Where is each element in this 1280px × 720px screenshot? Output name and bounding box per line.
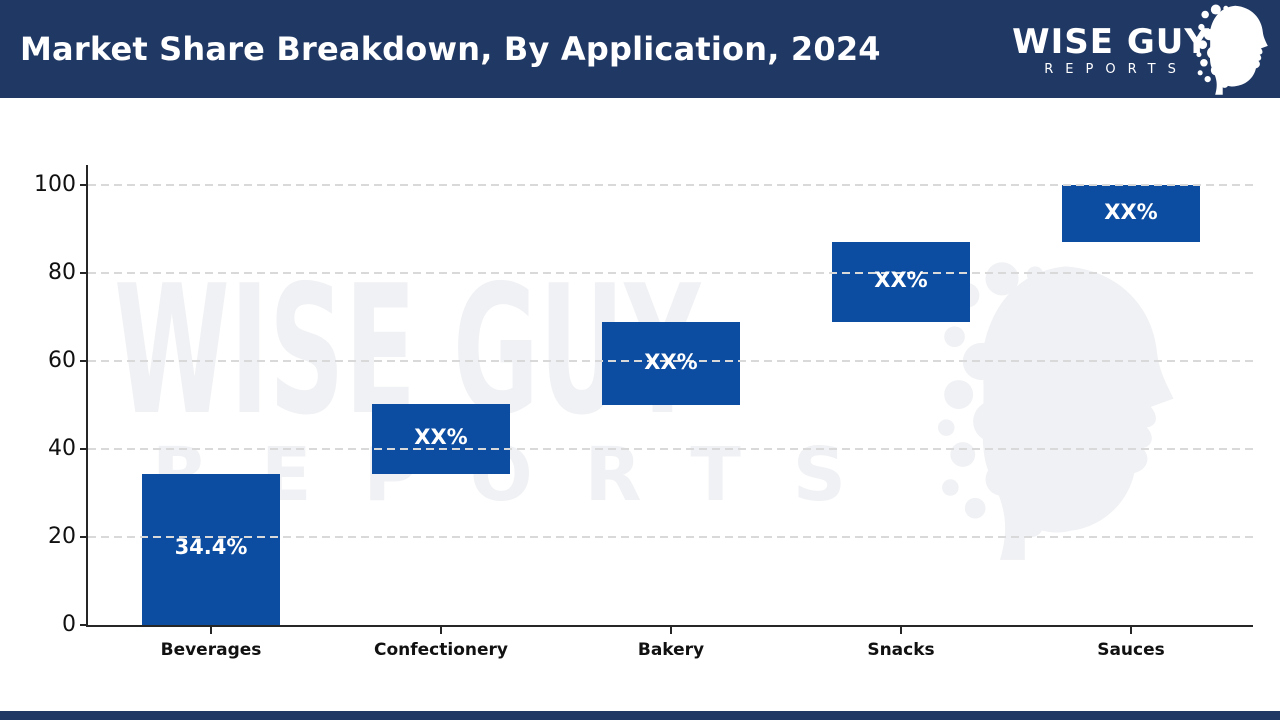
gridline (88, 272, 1253, 274)
gridline (88, 448, 1253, 450)
bar-confectionery (372, 404, 510, 474)
gridline (88, 360, 1253, 362)
logo-reports-text: REPORTS (1044, 62, 1188, 77)
y-tick-label: 40 (48, 436, 76, 461)
bar-value-label: XX% (1104, 199, 1158, 224)
x-axis-label-beverages: Beverages (160, 640, 262, 660)
y-tick-label: 80 (48, 260, 76, 285)
y-tick-label: 20 (48, 524, 76, 549)
logo-text: WISE GUY REPORTS (1012, 25, 1210, 77)
y-tick-label: 60 (48, 348, 76, 373)
y-tick-label: 0 (62, 612, 76, 637)
x-axis-label-snacks: Snacks (867, 640, 935, 660)
page-title: Market Share Breakdown, By Application, … (20, 30, 881, 68)
y-axis-line (86, 165, 88, 627)
y-tick-mark (80, 448, 88, 450)
x-tick-mark (1130, 627, 1132, 634)
gridline (88, 536, 1253, 538)
wise-guy-head-icon (1190, 2, 1278, 96)
bar-value-label: 34.4% (174, 535, 248, 560)
y-tick-mark (80, 360, 88, 362)
bar-bakery (602, 322, 740, 405)
bar-beverages (142, 473, 280, 625)
x-tick-mark (440, 627, 442, 634)
x-axis-label-confectionery: Confectionery (374, 640, 508, 660)
bar-value-label: XX% (414, 424, 468, 449)
y-tick-mark (80, 184, 88, 186)
header-bar: Market Share Breakdown, By Application, … (0, 0, 1280, 98)
y-tick-mark (80, 272, 88, 274)
bar-sauces (1062, 185, 1200, 243)
y-tick-mark (80, 624, 88, 626)
bar-snacks (832, 242, 970, 323)
gridline (88, 184, 1253, 186)
x-axis-label-sauces: Sauces (1097, 640, 1165, 660)
x-axis-label-bakery: Bakery (637, 640, 705, 660)
footer-bar (0, 711, 1280, 720)
bar-value-label: XX% (644, 349, 698, 374)
x-tick-mark (670, 627, 672, 634)
wise-guy-logo: WISE GUY REPORTS (1012, 0, 1278, 98)
x-tick-mark (210, 627, 212, 634)
x-tick-mark (900, 627, 902, 634)
bar-value-label: XX% (874, 268, 928, 293)
logo-wordmark: WISE GUY (1012, 22, 1210, 62)
y-tick-label: 100 (34, 172, 76, 197)
x-axis-line (86, 625, 1253, 627)
y-tick-mark (80, 536, 88, 538)
